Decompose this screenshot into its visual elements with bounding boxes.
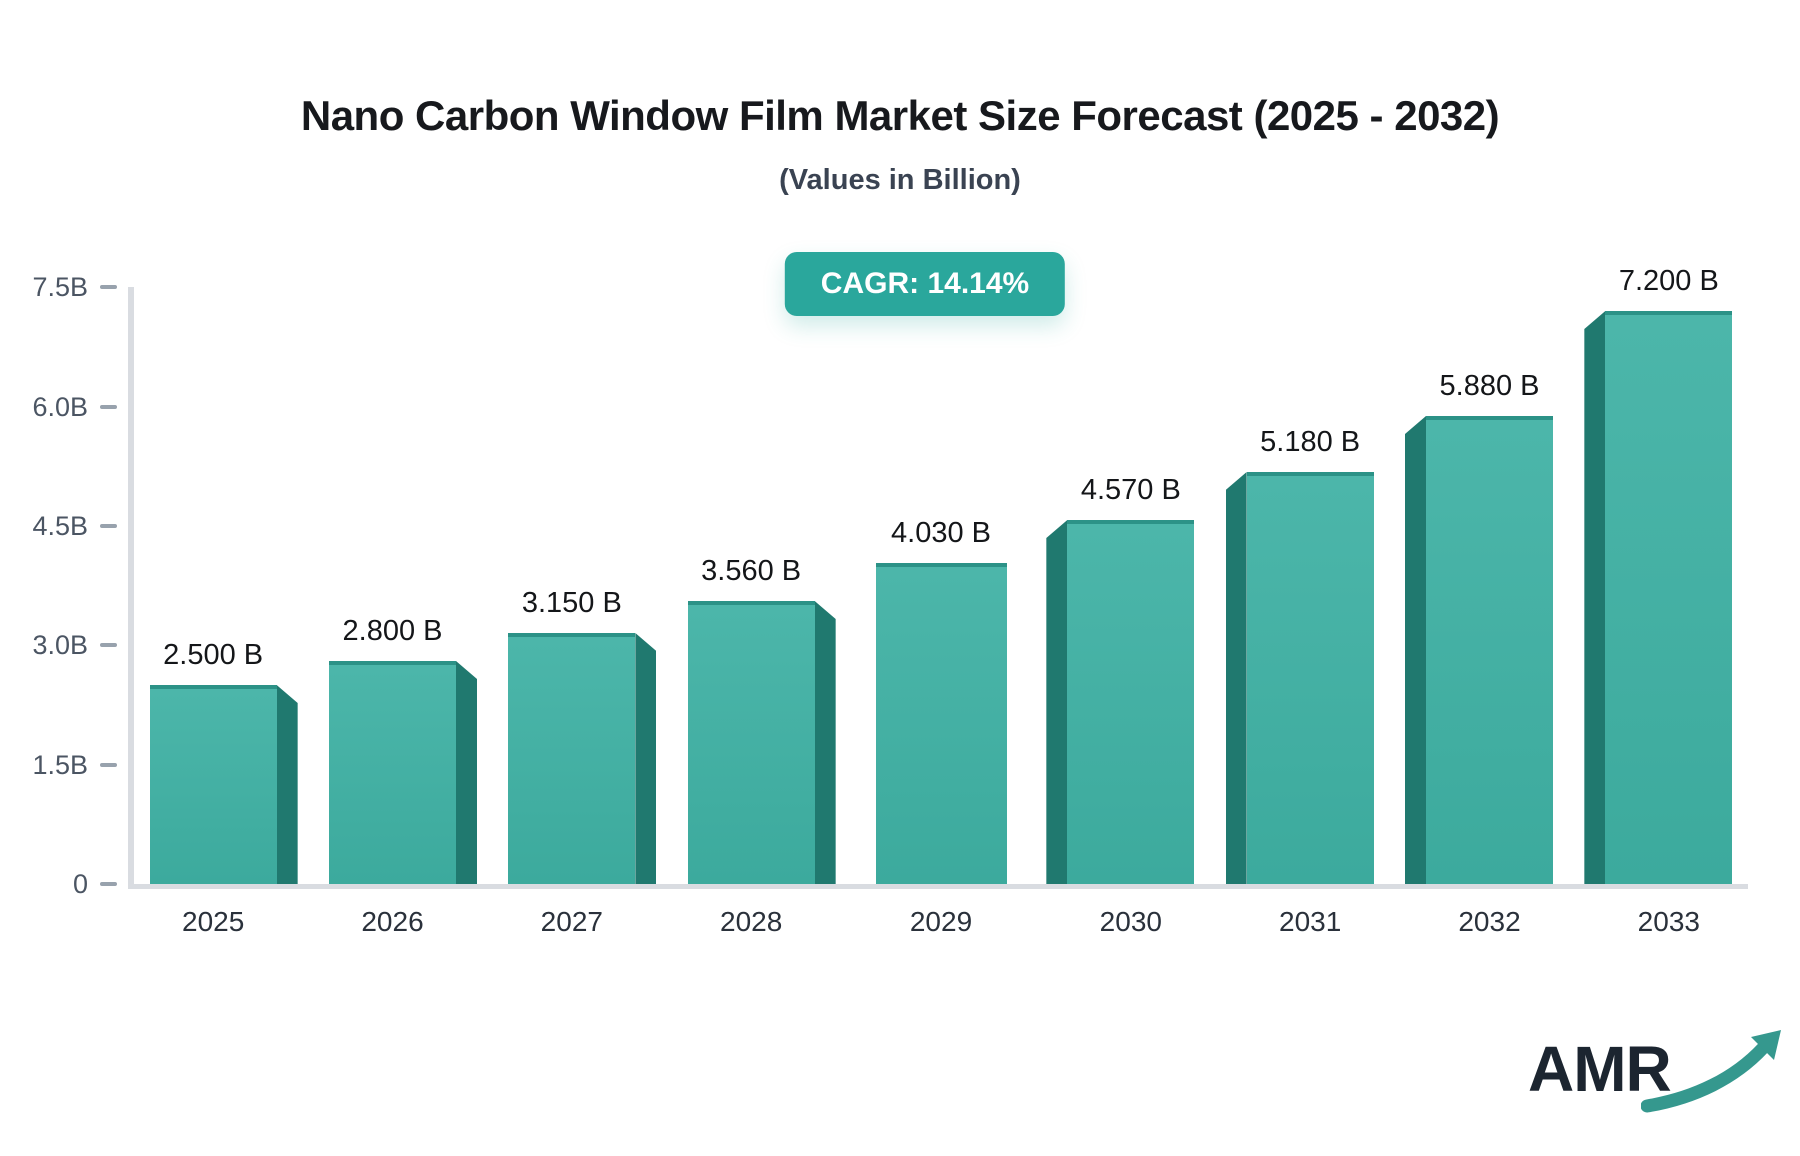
- bar-face: [1246, 472, 1374, 884]
- y-tick-dash: [100, 524, 117, 528]
- y-tick-dash: [100, 763, 117, 767]
- bar-value-label: 2.800 B: [342, 615, 443, 647]
- y-tick-dash: [100, 285, 117, 289]
- y-tick-label: 6.0B: [32, 392, 88, 422]
- x-tick-label: 2032: [1458, 906, 1521, 937]
- x-tick-label: 2029: [909, 906, 973, 937]
- bar-value-label: 3.560 B: [701, 555, 802, 587]
- bar-side: [1584, 311, 1606, 884]
- bar-side: [814, 601, 836, 884]
- bar-value-label: 5.180 B: [1260, 426, 1361, 458]
- y-tick-label: 0: [72, 869, 88, 899]
- y-tick-label: 3.0B: [32, 630, 88, 660]
- y-tick-label: 4.5B: [32, 511, 88, 541]
- growth-arrow-icon: [1640, 1030, 1781, 1113]
- y-tick-label: 1.5B: [32, 750, 88, 780]
- bar-face: [508, 633, 636, 884]
- x-axis-line: [128, 884, 1748, 889]
- chart-title: Nano Carbon Window Film Market Size Fore…: [300, 92, 1500, 139]
- x-tick-label: 2031: [1279, 906, 1342, 937]
- bar-face: [687, 601, 815, 884]
- bar-side: [1046, 520, 1068, 884]
- bar-value-label: 4.570 B: [1080, 474, 1181, 506]
- y-axis-line: [128, 287, 134, 884]
- bar-side: [456, 661, 477, 884]
- chart-subtitle: (Values in Billion): [779, 164, 1021, 196]
- bar-face: [1605, 311, 1733, 884]
- bar-side: [1405, 416, 1426, 884]
- bar-face: [329, 661, 456, 884]
- y-tick-label: 7.5B: [32, 272, 88, 302]
- bar-value-label: 2.500 B: [163, 639, 264, 671]
- bar-face: [875, 563, 1007, 884]
- x-tick-label: 2030: [1099, 906, 1162, 937]
- x-tick-label: 2028: [720, 906, 783, 937]
- x-tick-label: 2025: [182, 906, 245, 937]
- x-tick-label: 2026: [361, 906, 424, 937]
- bar-value-label: 5.880 B: [1439, 370, 1540, 402]
- amr-logo-text: AMR: [1528, 1033, 1672, 1105]
- bar-face: [1067, 520, 1195, 884]
- amr-logo: AMR: [1528, 1030, 1800, 1116]
- y-tick-dash: [100, 643, 117, 647]
- y-tick-dash: [100, 882, 117, 886]
- bar-side: [1225, 472, 1247, 884]
- bar-value-label: 4.030 B: [891, 517, 991, 549]
- x-tick-label: 2033: [1637, 906, 1700, 937]
- cagr-badge: CAGR: 14.14%: [784, 252, 1066, 316]
- bar-value-label: 3.150 B: [521, 587, 622, 619]
- bar-side: [635, 633, 657, 884]
- y-tick-dash: [100, 405, 117, 409]
- x-tick-label: 2027: [540, 906, 603, 937]
- bar-value-label: 7.200 B: [1618, 265, 1719, 297]
- bar-side: [276, 685, 298, 884]
- bar-face: [1426, 416, 1553, 884]
- bar-face: [149, 685, 277, 884]
